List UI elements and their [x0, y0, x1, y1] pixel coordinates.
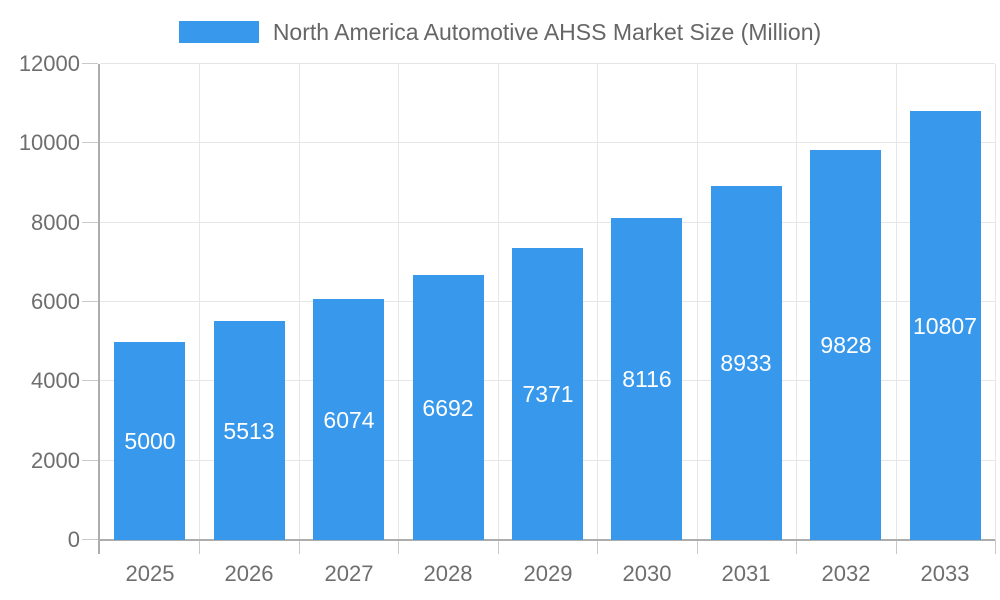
x-axis-tick: [697, 540, 698, 554]
bar: [512, 248, 583, 540]
x-axis-tick: [995, 540, 996, 554]
y-axis-tick-label: 12000: [18, 51, 80, 76]
y-axis-tick: [82, 222, 98, 223]
x-axis-tick: [896, 540, 897, 554]
bar: [413, 275, 484, 540]
bar: [810, 150, 881, 540]
x-axis-tick-label: 2029: [523, 561, 573, 586]
bar: [611, 218, 682, 540]
legend-label: North America Automotive AHSS Market Siz…: [272, 19, 822, 45]
gridline-horizontal: [100, 142, 995, 143]
gridline-horizontal: [100, 63, 995, 64]
x-axis-tick-label: 2028: [423, 561, 473, 586]
gridline-vertical: [199, 64, 200, 540]
bar-value-label: 6692: [422, 395, 474, 421]
x-axis-tick-label: 2030: [622, 561, 672, 586]
bar: [910, 111, 981, 540]
y-axis-tick-label: 8000: [31, 210, 80, 235]
y-axis-tick-label: 10000: [18, 130, 80, 155]
y-axis-tick: [82, 142, 98, 143]
gridline-vertical: [299, 64, 300, 540]
gridline-vertical: [398, 64, 399, 540]
bar: [313, 299, 384, 540]
gridline-vertical: [597, 64, 598, 540]
bar: [214, 321, 285, 540]
gridline-vertical: [796, 64, 797, 540]
bar-value-label: 8116: [622, 366, 672, 392]
bar-value-label: 7371: [522, 381, 574, 407]
legend-swatch: [178, 21, 259, 43]
x-axis-tick-label: 2032: [821, 561, 871, 586]
legend[interactable]: North America Automotive AHSS Market Siz…: [0, 16, 1000, 48]
bar-value-label: 10807: [913, 313, 977, 339]
x-axis-line: [100, 539, 995, 541]
gridline-vertical: [697, 64, 698, 540]
y-axis-tick: [82, 301, 98, 302]
x-axis-tick-label: 2027: [324, 561, 374, 586]
x-axis-tick: [796, 540, 797, 554]
y-axis-tick: [82, 63, 98, 64]
bar-value-label: 6074: [323, 407, 375, 433]
x-axis-tick-label: 2033: [920, 561, 970, 586]
bar-value-label: 5000: [124, 428, 176, 454]
y-axis-tick-label: 2000: [31, 448, 80, 473]
bar: [114, 342, 185, 540]
y-axis-tick: [82, 460, 98, 461]
y-axis-tick-label: 6000: [31, 289, 80, 314]
y-axis-tick: [82, 539, 98, 540]
x-axis-tick: [398, 540, 399, 554]
x-axis-tick-label: 2025: [125, 561, 175, 586]
x-axis-tick: [597, 540, 598, 554]
x-axis-tick-label: 2026: [224, 561, 274, 586]
x-axis-tick: [299, 540, 300, 554]
y-axis-tick-label: 4000: [31, 368, 80, 393]
gridline-vertical: [498, 64, 499, 540]
bar-value-label: 5513: [223, 418, 275, 444]
bar-value-label: 9828: [820, 332, 872, 358]
y-axis-tick-label: 0: [67, 527, 80, 552]
gridline-vertical: [896, 64, 897, 540]
gridline-vertical: [995, 64, 996, 540]
x-axis-tick: [199, 540, 200, 554]
x-axis-tick-label: 2031: [721, 561, 771, 586]
x-axis-tick: [498, 540, 499, 554]
y-axis-tick: [82, 380, 98, 381]
bar-value-label: 8933: [720, 350, 772, 376]
gridline-horizontal: [100, 222, 995, 223]
y-axis-line: [98, 64, 100, 554]
bar: [711, 186, 782, 540]
